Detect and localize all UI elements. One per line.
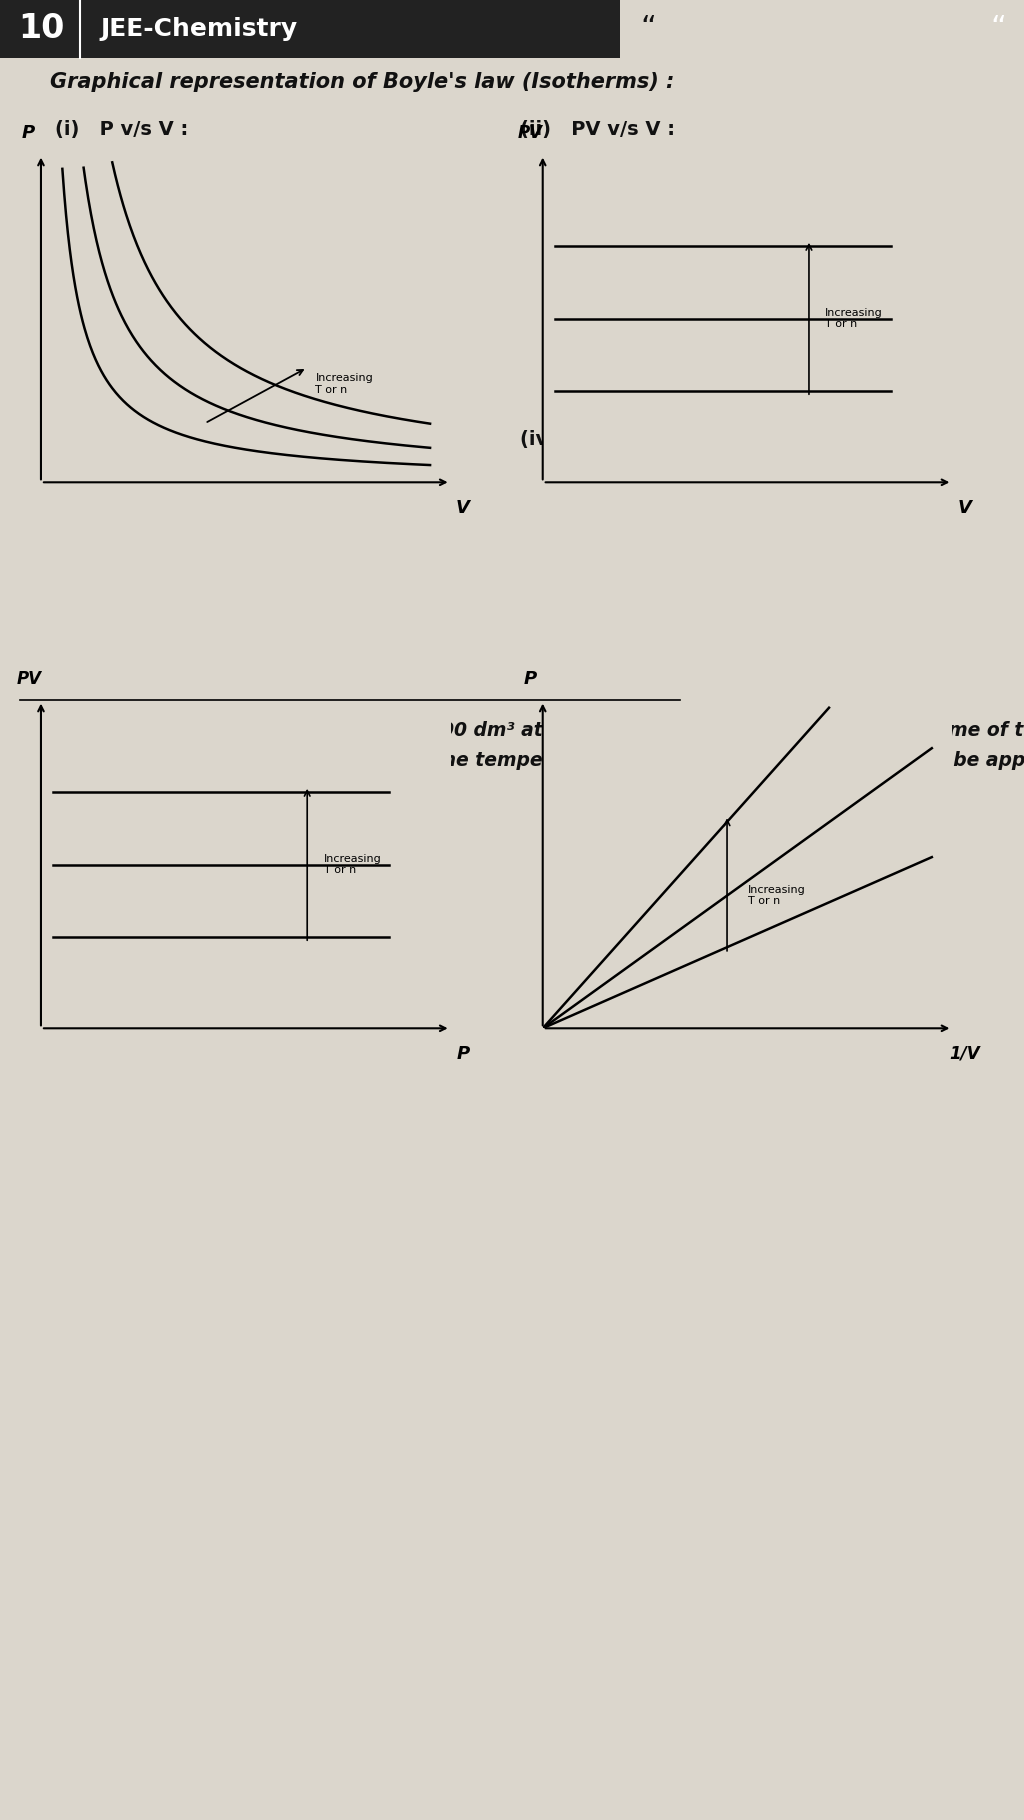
Text: PV: PV (518, 124, 543, 142)
Text: V₁ = 100 dm³      V₂ = 5 dm³: V₁ = 100 dm³ V₂ = 5 dm³ (55, 894, 310, 912)
Text: “: “ (640, 15, 656, 44)
Text: (ii)   PV v/s V :: (ii) PV v/s V : (520, 120, 675, 138)
Text: Ex.: Ex. (55, 701, 95, 724)
Text: V: V (456, 499, 470, 517)
Text: V: V (957, 499, 972, 517)
Text: (iii)   PV v/s P :: (iii) PV v/s P : (55, 430, 216, 450)
Text: 1/V: 1/V (949, 1045, 980, 1063)
Text: Increasing
T or n: Increasing T or n (748, 885, 805, 906)
FancyBboxPatch shape (0, 0, 620, 58)
Text: reduced to 5 dm³ at the same temperature, what additional pressure must be appli: reduced to 5 dm³ at the same temperature… (155, 750, 1024, 770)
Text: A sample of gas occupies 100 dm³ at 1 bar pressure and at T °C. If the volume of: A sample of gas occupies 100 dm³ at 1 ba… (155, 721, 1024, 739)
Text: P: P (524, 670, 537, 688)
Text: Graphical representation of Boyle's law (Isotherms) :: Graphical representation of Boyle's law … (50, 73, 675, 93)
Text: (iv)   P v/s 1/V :: (iv) P v/s 1/V : (520, 430, 687, 450)
Text: P₁ = 1 bar    P₂ = ?: P₁ = 1 bar P₂ = ? (55, 861, 224, 879)
Text: Increasing
T or n: Increasing T or n (825, 308, 883, 329)
Text: JEE-Chemistry: JEE-Chemistry (100, 16, 297, 42)
Text: 10: 10 (18, 13, 65, 46)
Text: Sol.: Sol. (55, 790, 99, 810)
Text: “: “ (990, 15, 1006, 44)
Text: Increasing
T or n: Increasing T or n (324, 854, 381, 875)
Text: From the given data :: From the given data : (55, 826, 249, 844)
Text: P: P (23, 124, 35, 142)
Text: P: P (457, 1045, 469, 1063)
Text: PV: PV (16, 670, 41, 688)
Text: Increasing
T or n: Increasing T or n (315, 373, 373, 395)
Text: (i)   P v/s V :: (i) P v/s V : (55, 120, 188, 138)
Text: 8: 8 (114, 701, 130, 724)
